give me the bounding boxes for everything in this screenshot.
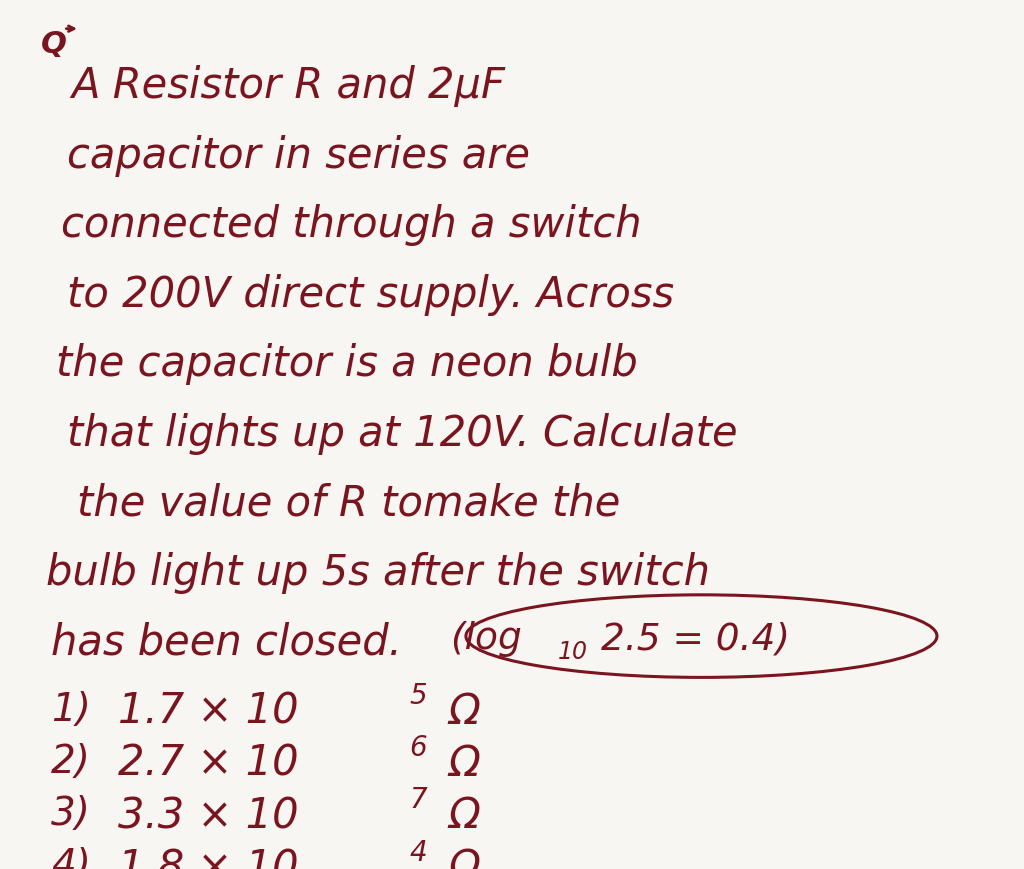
Text: Ω: Ω (449, 795, 480, 837)
Text: (log: (log (451, 621, 522, 657)
Text: 2.7 × 10: 2.7 × 10 (118, 743, 298, 785)
Text: A Resistor R and 2μF: A Resistor R and 2μF (72, 65, 506, 107)
Text: 6: 6 (410, 734, 427, 762)
Text: the capacitor is a neon bulb: the capacitor is a neon bulb (56, 343, 638, 385)
Text: 1.7 × 10: 1.7 × 10 (118, 691, 298, 733)
Text: Ω: Ω (449, 847, 480, 869)
Text: Ω: Ω (449, 691, 480, 733)
Text: 10: 10 (558, 640, 588, 665)
Text: 3.3 × 10: 3.3 × 10 (118, 795, 298, 837)
Text: 4: 4 (410, 839, 427, 866)
Text: the value of R tomake the: the value of R tomake the (77, 482, 621, 524)
Text: to 200V direct supply. Across: to 200V direct supply. Across (67, 274, 674, 315)
Text: 2): 2) (51, 743, 91, 781)
Text: bulb light up 5s after the switch: bulb light up 5s after the switch (46, 552, 710, 594)
Text: that lights up at 120V. Calculate: that lights up at 120V. Calculate (67, 413, 737, 454)
Text: 1.8 × 10: 1.8 × 10 (118, 847, 298, 869)
Text: Q: Q (41, 30, 67, 59)
Text: 5: 5 (410, 682, 427, 710)
Text: has been closed.: has been closed. (51, 621, 402, 663)
Text: connected through a switch: connected through a switch (61, 204, 642, 246)
Text: 4): 4) (51, 847, 91, 869)
Text: 7: 7 (410, 786, 427, 814)
Text: Ω: Ω (449, 743, 480, 785)
Text: capacitor in series are: capacitor in series are (67, 135, 529, 176)
Text: 3): 3) (51, 795, 91, 833)
Text: 1): 1) (51, 691, 91, 729)
Text: 2.5 = 0.4): 2.5 = 0.4) (601, 621, 791, 657)
